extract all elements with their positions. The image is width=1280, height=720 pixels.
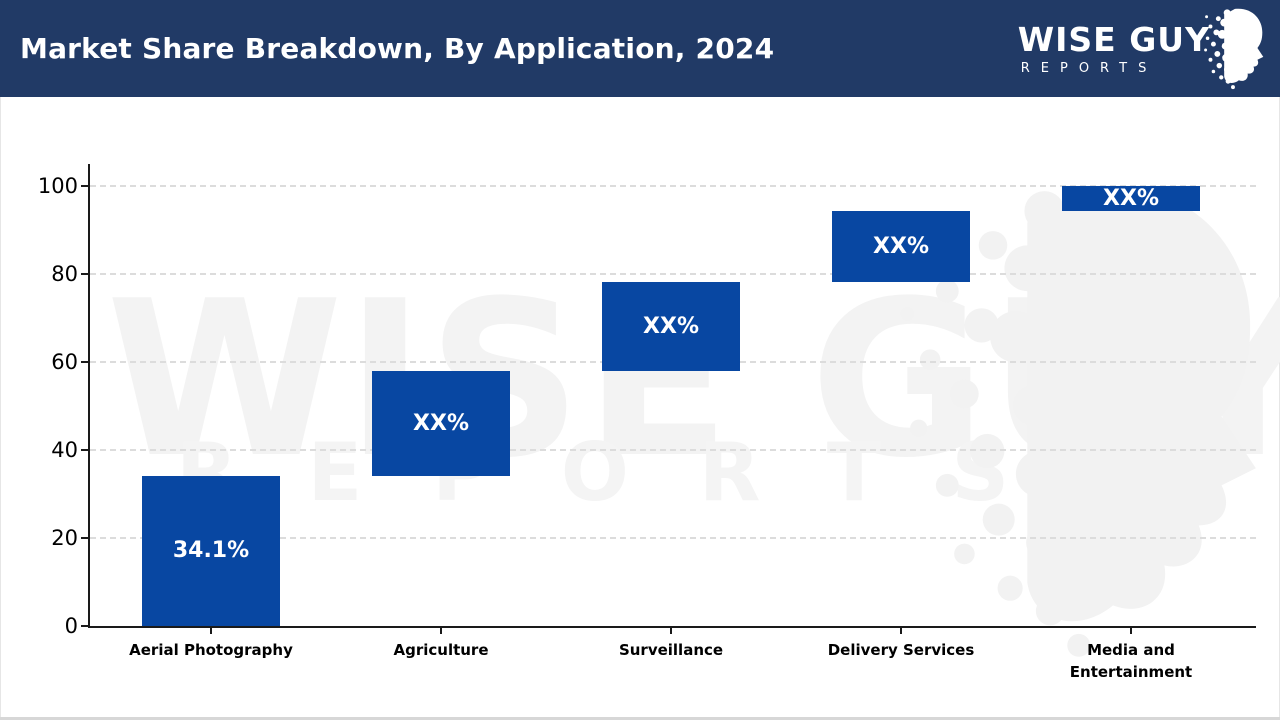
bar-agriculture: XX%: [372, 370, 510, 476]
logo-face-icon: [1202, 8, 1264, 89]
y-tick-mark-40: [81, 449, 88, 451]
x-tick-mark-media-and-entertainment: [1130, 627, 1132, 634]
logo-subtitle: REPORTS: [1020, 60, 1158, 76]
x-tick-label-media-and-entertainment: Media and Entertainment: [1069, 641, 1193, 681]
x-tick-mark-surveillance: [670, 627, 672, 634]
y-tick-label-20: 20: [51, 526, 78, 550]
bottom-border: [0, 717, 1280, 720]
gridline-100: [90, 185, 1256, 187]
x-tick-label-surveillance: Surveillance: [618, 641, 724, 659]
bar-value-label-surveillance: XX%: [643, 314, 699, 340]
x-tick-mark-agriculture: [440, 627, 442, 634]
bar-value-label-agriculture: XX%: [413, 410, 469, 436]
y-tick-mark-80: [81, 273, 88, 275]
bar-value-label-aerial-photography: 34.1%: [172, 538, 250, 564]
y-tick-mark-20: [81, 537, 88, 539]
x-axis-spine: [88, 626, 1256, 628]
y-axis-spine: [88, 164, 90, 628]
y-tick-label-0: 0: [64, 614, 78, 638]
x-tick-mark-delivery-services: [900, 627, 902, 634]
bar-value-label-media-and-entertainment: XX%: [1103, 185, 1159, 211]
header-banner: Market Share Breakdown, By Application, …: [0, 0, 1280, 97]
bar-aerial-photography: 34.1%: [142, 475, 280, 626]
y-tick-label-40: 40: [51, 438, 78, 462]
watermark-subtitle: REPORTS: [176, 426, 1080, 519]
watermark-face-icon: [900, 186, 1256, 657]
y-tick-label-100: 100: [37, 174, 78, 198]
logo-wordmark: WISE GUY: [1017, 19, 1210, 59]
wise-guy-reports-logo: WISE GUY REPORTS: [1018, 5, 1280, 93]
x-tick-label-delivery-services: Delivery Services: [827, 641, 975, 659]
y-tick-mark-60: [81, 361, 88, 363]
y-tick-mark-0: [81, 625, 88, 627]
x-tick-label-aerial-photography: Aerial Photography: [129, 641, 293, 659]
gridline-80: [90, 273, 1256, 275]
y-tick-label-60: 60: [51, 350, 78, 374]
x-tick-label-agriculture: Agriculture: [393, 641, 489, 659]
gridline-20: [90, 537, 1256, 539]
y-tick-label-80: 80: [51, 262, 78, 286]
bar-surveillance: XX%: [602, 282, 740, 371]
x-tick-mark-aerial-photography: [210, 627, 212, 634]
y-tick-mark-100: [81, 185, 88, 187]
bar-media-and-entertainment: XX%: [1062, 186, 1200, 211]
bar-value-label-delivery-services: XX%: [873, 233, 929, 259]
gridline-40: [90, 449, 1256, 451]
bar-delivery-services: XX%: [832, 210, 970, 283]
logo-text: WISE GUY REPORTS: [1018, 23, 1210, 75]
chart-title: Market Share Breakdown, By Application, …: [20, 32, 775, 65]
